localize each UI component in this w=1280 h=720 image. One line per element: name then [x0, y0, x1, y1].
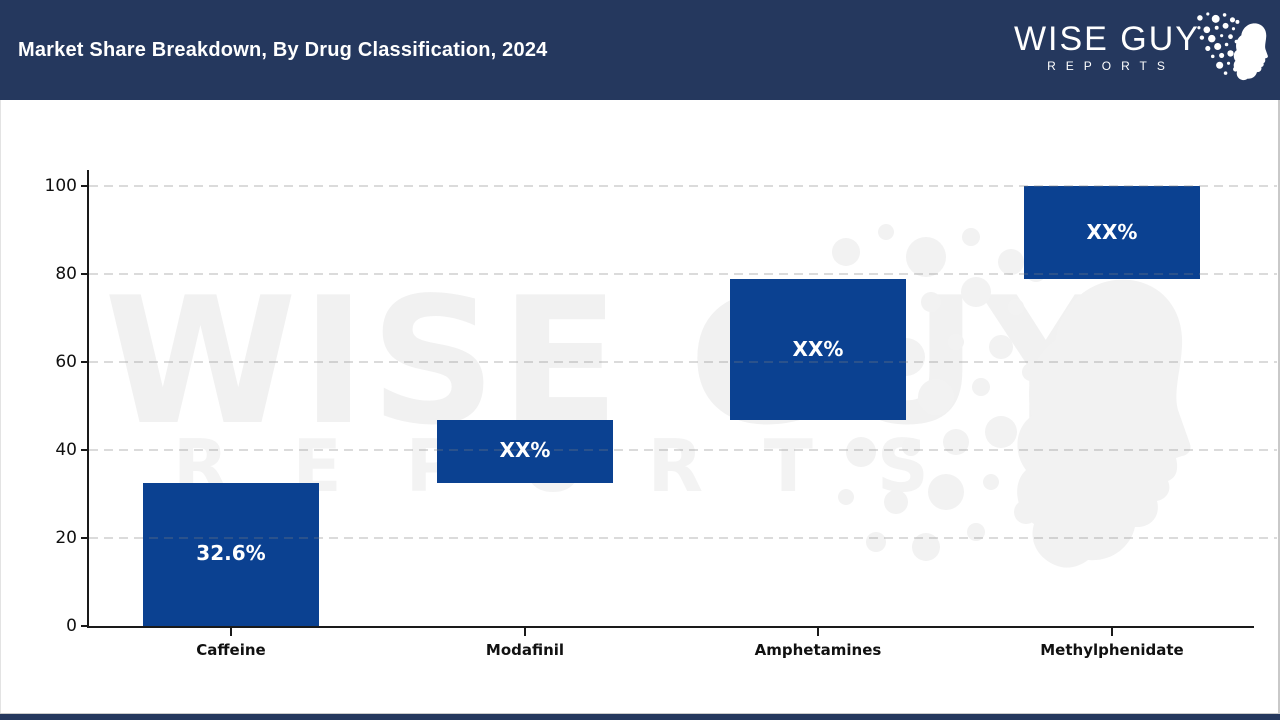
x-axis-tick [817, 628, 819, 636]
y-axis-tick [81, 449, 89, 451]
bar-modafinil [437, 420, 613, 483]
gridline-60 [89, 361, 1277, 363]
chart-title: Market Share Breakdown, By Drug Classifi… [18, 38, 548, 61]
wise-guy-reports-logo: WISE GUY REPORTS [1014, 6, 1268, 88]
bar-methylphenidate [1024, 186, 1200, 280]
logo-text: WISE GUY REPORTS [1013, 19, 1200, 74]
y-tick-label: 80 [55, 264, 77, 284]
x-axis-tick [524, 628, 526, 636]
y-tick-label: 20 [55, 528, 77, 548]
bar-amphetamines [730, 279, 906, 421]
y-axis-tick [81, 361, 89, 363]
x-category-label-caffeine: Caffeine [196, 641, 266, 659]
footer-band [0, 713, 1280, 720]
y-axis-tick [81, 537, 89, 539]
x-category-label-modafinil: Modafinil [485, 641, 565, 659]
y-tick-label: 60 [55, 352, 77, 372]
logo-head-icon [1197, 12, 1268, 81]
header-band: Market Share Breakdown, By Drug Classifi… [0, 0, 1280, 100]
bar-value-label-amphetamines: XX% [792, 336, 844, 361]
y-axis-tick [81, 273, 89, 275]
bar-value-label-methylphenidate: XX% [1086, 219, 1138, 244]
x-axis-tick [230, 628, 232, 636]
y-tick-label: 40 [55, 440, 77, 460]
x-category-label-methylphenidate: Methylphenidate [1040, 641, 1184, 659]
head-watermark-icon [832, 224, 1191, 568]
gridline-80 [89, 273, 1277, 275]
y-axis-line [87, 170, 89, 628]
x-axis-tick [1111, 628, 1113, 636]
gridline-40 [89, 449, 1277, 451]
y-tick-label: 100 [44, 176, 77, 196]
x-category-label-amphetamines: Amphetamines [754, 641, 882, 659]
y-axis-tick [81, 185, 89, 187]
chart-plot-area: WISE GUY REPORTS 02040608010032.6%Caffei… [0, 100, 1280, 714]
y-axis-tick [81, 625, 89, 627]
gridline-20 [89, 537, 1277, 539]
gridline-100 [89, 185, 1277, 187]
logo-sub-text: REPORTS [1047, 59, 1175, 74]
bar-value-label-modafinil: XX% [499, 438, 551, 463]
logo-brand-text: WISE GUY [1013, 19, 1200, 58]
bar-value-label-caffeine: 32.6% [196, 541, 266, 566]
bar-caffeine [143, 482, 319, 626]
y-tick-label: 0 [66, 616, 77, 636]
x-axis-line [87, 626, 1254, 628]
